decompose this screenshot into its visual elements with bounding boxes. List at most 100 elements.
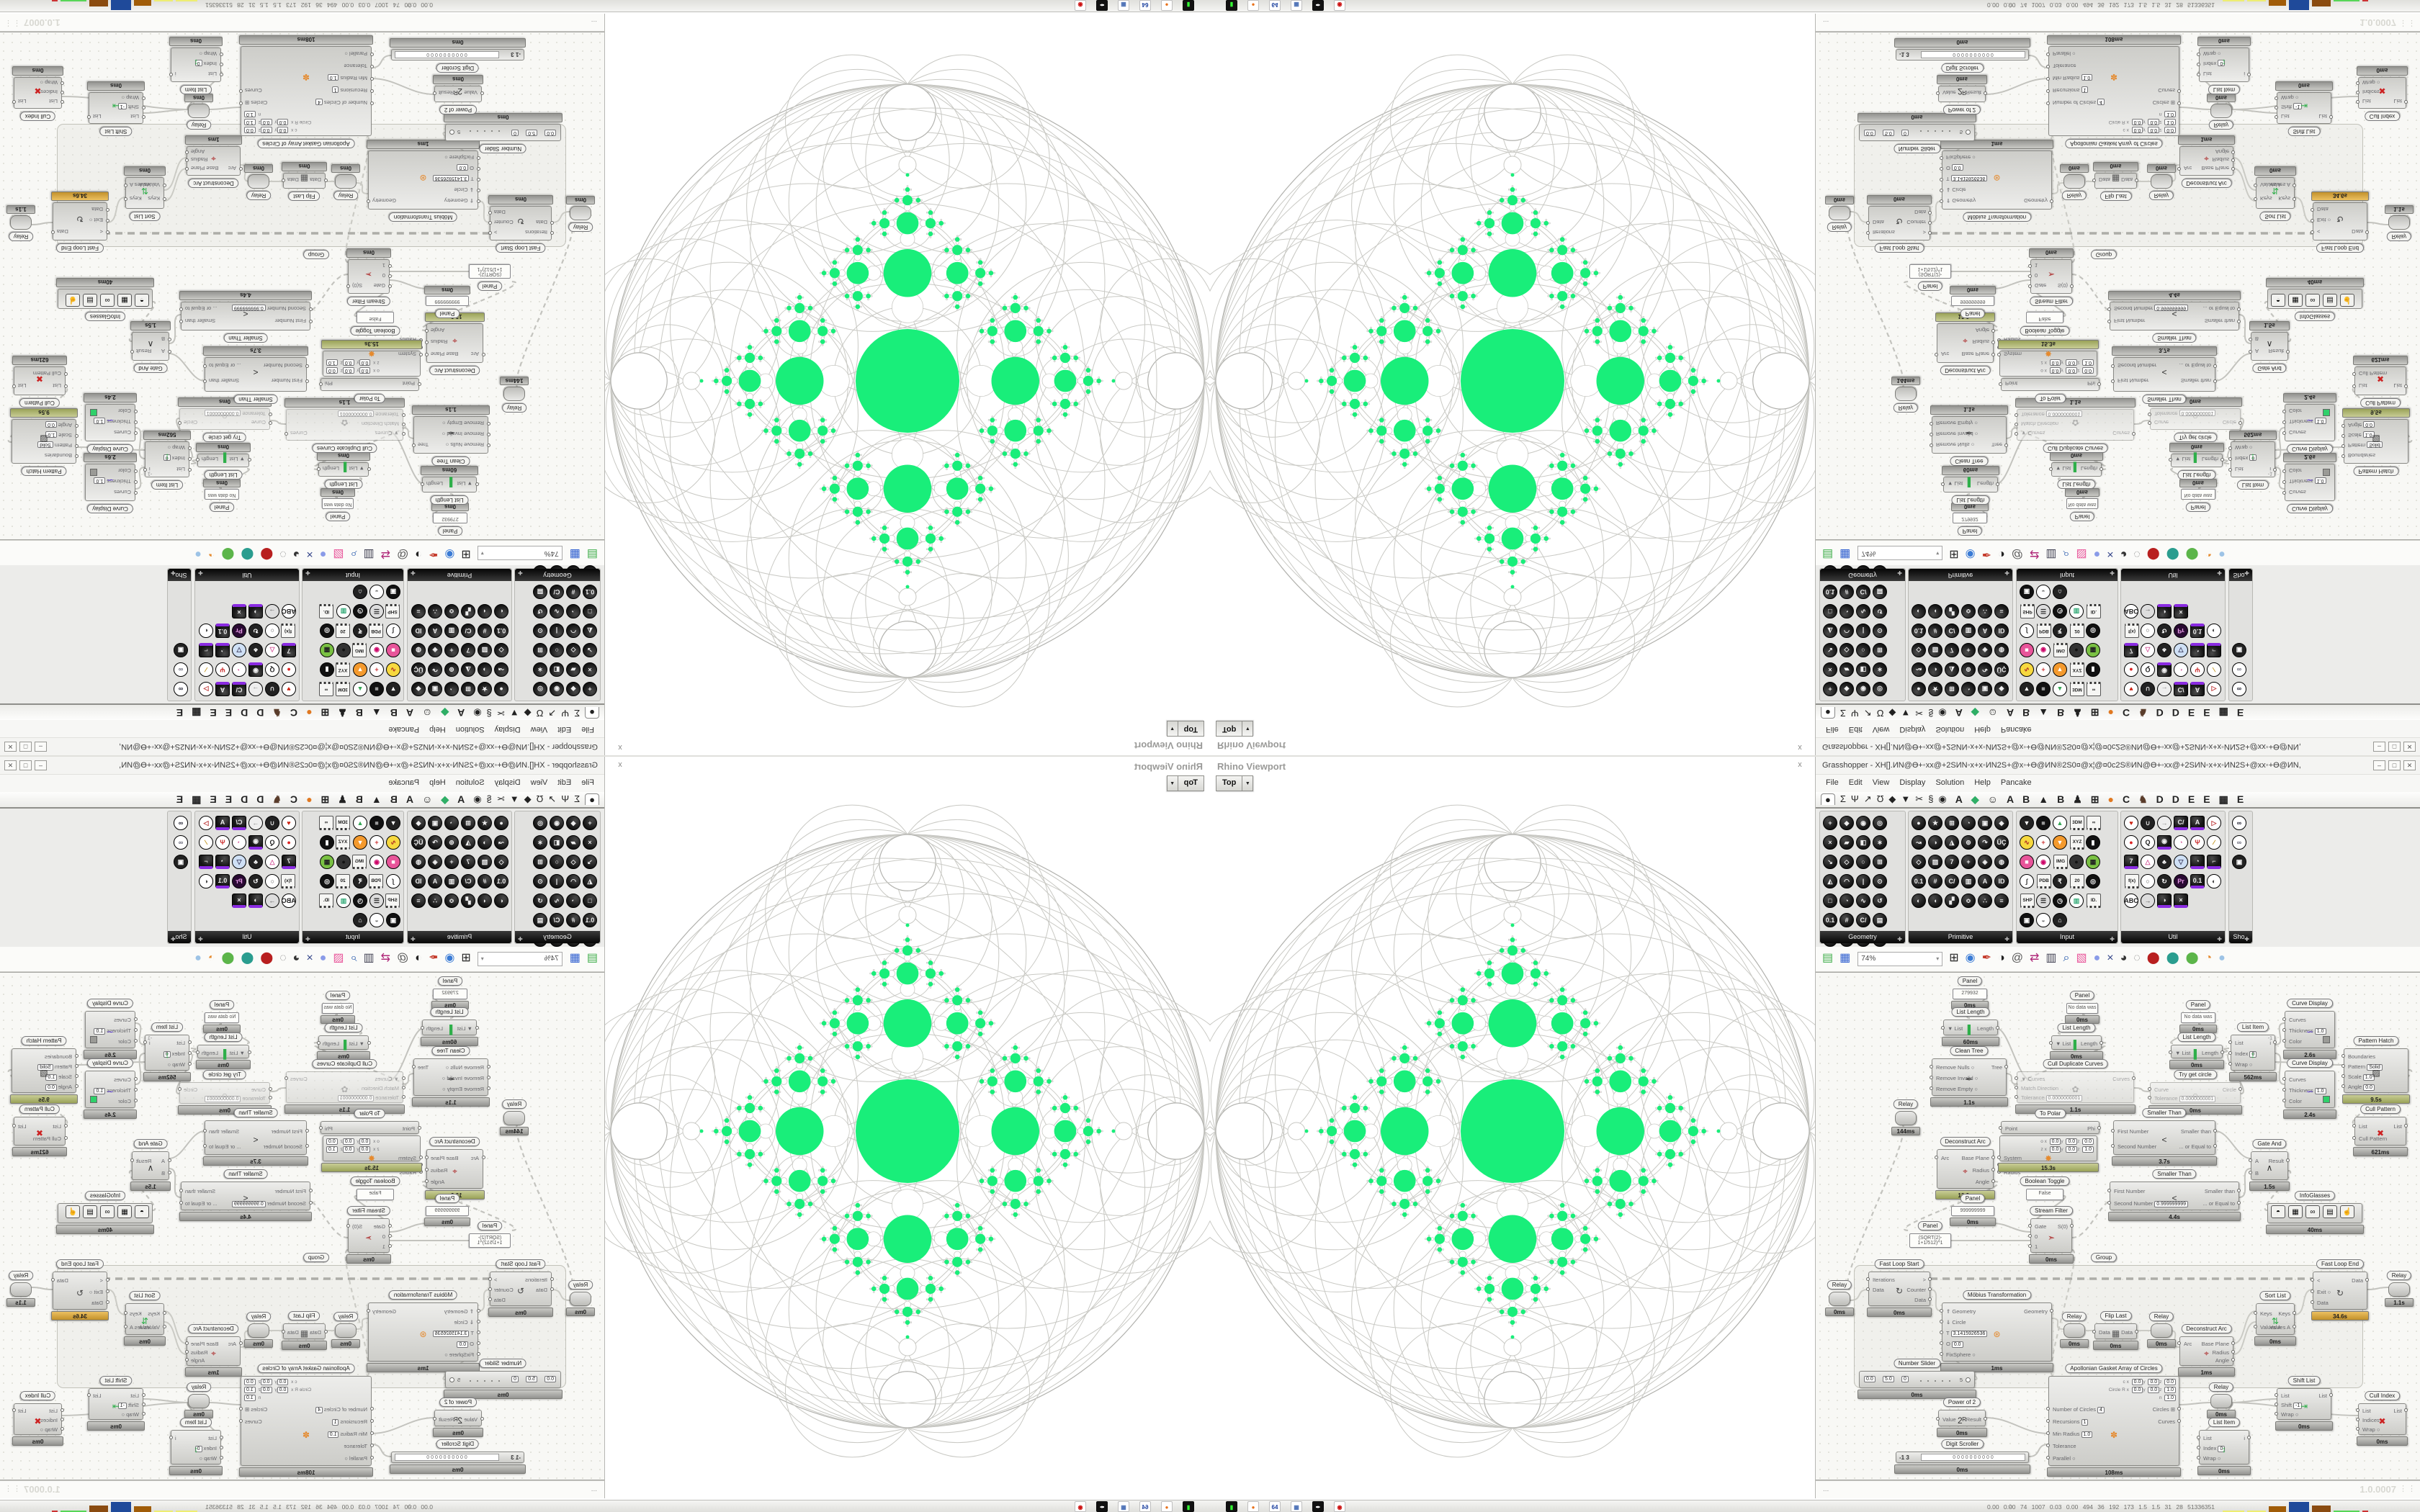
gh-node-smaller-than[interactable]: First Number Second Number Smaller than...… [2113,357,2215,392]
input-port[interactable] [2197,1456,2200,1459]
component-icon[interactable]: f(x) [281,621,297,640]
input-port[interactable] [480,1416,484,1421]
input-port[interactable] [2311,207,2314,212]
component-icon[interactable]: ∗ [1872,660,1888,679]
component-icon[interactable]: + [1822,814,1838,832]
save-file-icon[interactable]: ▦ [569,548,581,560]
component-icon[interactable]: ◒ [369,911,385,930]
component-icon[interactable]: ⊞ [1944,814,1960,832]
input-port[interactable] [106,1277,109,1282]
floppy-64-icon[interactable]: 64 [1269,0,1281,11]
gh-node-power-of-2[interactable]: Value Result 2ᴿ [434,86,482,102]
gh-node-relay[interactable] [2388,1282,2410,1297]
component-icon[interactable]: ◉ [369,852,385,871]
component-icon[interactable]: ◈ [427,641,443,660]
output-port[interactable] [2135,179,2138,182]
input-port[interactable] [2341,1054,2345,1058]
category-tab-11[interactable]: ◆ [1971,707,1979,719]
calculator-icon[interactable]: ▦ [1291,1501,1302,1512]
output-port[interactable] [2213,1143,2217,1148]
component-icon[interactable]: ▣ [1977,814,1993,832]
slider-value[interactable]: 5.0 [526,130,537,136]
component-icon[interactable]: ÜÇ [411,833,426,852]
component-icon[interactable]: ○ [549,852,565,871]
maximize-button[interactable]: □ [19,742,32,752]
component-icon[interactable]: ▨ [1927,852,1943,871]
component-icon[interactable]: ↷ [427,833,443,852]
gh-node-panel[interactable]: No data was [205,1012,239,1023]
input-port[interactable] [388,284,392,288]
output-port[interactable] [2273,1040,2277,1045]
pin-green-icon[interactable]: ⬤ [2185,952,2199,964]
gh-node-flip-last[interactable]: Data Data ▦ [2094,173,2137,189]
component-icon[interactable]: + [2035,833,2051,852]
palette-label[interactable]: Util ✚ [195,569,299,581]
terminal-icon[interactable]: ▮ [1226,0,1237,11]
component-icon[interactable]: ∪ [2140,680,2156,698]
category-tab-16[interactable]: B [2057,793,2065,805]
category-tab-27[interactable]: E [2236,707,2244,719]
gh-node-relay[interactable] [248,1323,269,1338]
palette-label[interactable]: Sho.. ✚ [168,931,191,943]
color-swatch[interactable] [90,1036,97,1043]
component-icon[interactable]: ♣ [248,852,264,871]
zoom-level-select[interactable]: 74% [477,952,563,966]
component-icon[interactable]: ∗ [532,833,548,852]
input-port[interactable] [2028,274,2032,278]
rhino-viewport[interactable]: Rhino Viewport x Top ▼ [605,12,1210,755]
floppy-64-icon[interactable]: 64 [1139,0,1151,11]
component-icon[interactable]: XYZ [336,660,351,679]
gh-node-list-length[interactable]: ▼ List Length ▌ [2171,454,2223,467]
component-icon[interactable]: ↝ [493,833,509,852]
output-port[interactable] [282,1330,285,1333]
palette-label[interactable]: Input ✚ [2017,931,2118,943]
component-icon[interactable]: △ [2140,641,2156,660]
component-icon[interactable]: ◉ [2156,833,2172,852]
input-port[interactable] [75,1084,79,1088]
output-port[interactable] [1996,1026,1999,1030]
component-icon[interactable]: ◉ [2035,641,2051,660]
input-port[interactable] [2148,413,2151,416]
input-port[interactable] [367,467,371,471]
input-port[interactable] [2282,1039,2286,1043]
category-tab-4[interactable]: Ʊ [536,708,544,719]
viewport-close-icon[interactable]: x [1798,743,1802,752]
gh-node-relay[interactable] [1829,206,1850,220]
component-icon[interactable]: ⊞ [532,852,548,871]
gh-node-relay[interactable] [2063,1323,2085,1338]
category-tab-26[interactable]: ▦ [2218,793,2228,805]
category-tab-14[interactable]: B [2022,793,2030,805]
component-icon[interactable]: △ [264,852,280,871]
output-port[interactable] [488,231,492,235]
input-port[interactable] [370,64,374,68]
component-icon[interactable]: ◭ [1822,872,1838,891]
component-icon[interactable]: ▲ [352,680,368,698]
component-icon[interactable]: × [582,833,598,852]
component-icon[interactable]: ◎ [319,872,335,891]
category-tab-27[interactable]: E [176,707,184,719]
input-port[interactable] [487,433,490,436]
component-icon[interactable]: ∞ [173,680,189,698]
category-tab-18[interactable]: ⊞ [321,707,330,719]
grasshopper-canvas[interactable]: 279932 Panel 0ms ▼ List Length ▌ List Length 60… [1816,32,2420,540]
component-icon[interactable]: ABC [281,891,297,910]
balloons-icon[interactable]: ● [2093,548,2101,560]
component-icon[interactable]: ∫ [385,621,401,640]
component-icon[interactable]: ▮ [2085,833,2101,852]
gh-node-smaller-than[interactable]: First Number Second Number Smaller than...… [205,1120,307,1155]
component-icon[interactable]: ◇ [1911,641,1927,660]
component-icon[interactable]: ★ [477,814,493,832]
gh-node-relay[interactable] [2063,174,2085,189]
pin-teal-icon[interactable]: ⬤ [241,952,254,964]
category-tab-2[interactable]: Ψ [1850,708,1859,719]
component-icon[interactable]: ◭ [1822,621,1838,640]
viewport-close-icon[interactable]: x [618,743,622,752]
component-icon[interactable]: + [582,680,598,698]
menu-item-file[interactable]: File [581,725,594,734]
input-port[interactable] [418,1126,421,1130]
firefox-icon[interactable]: ● [1247,0,1259,11]
input-port[interactable] [324,179,328,182]
